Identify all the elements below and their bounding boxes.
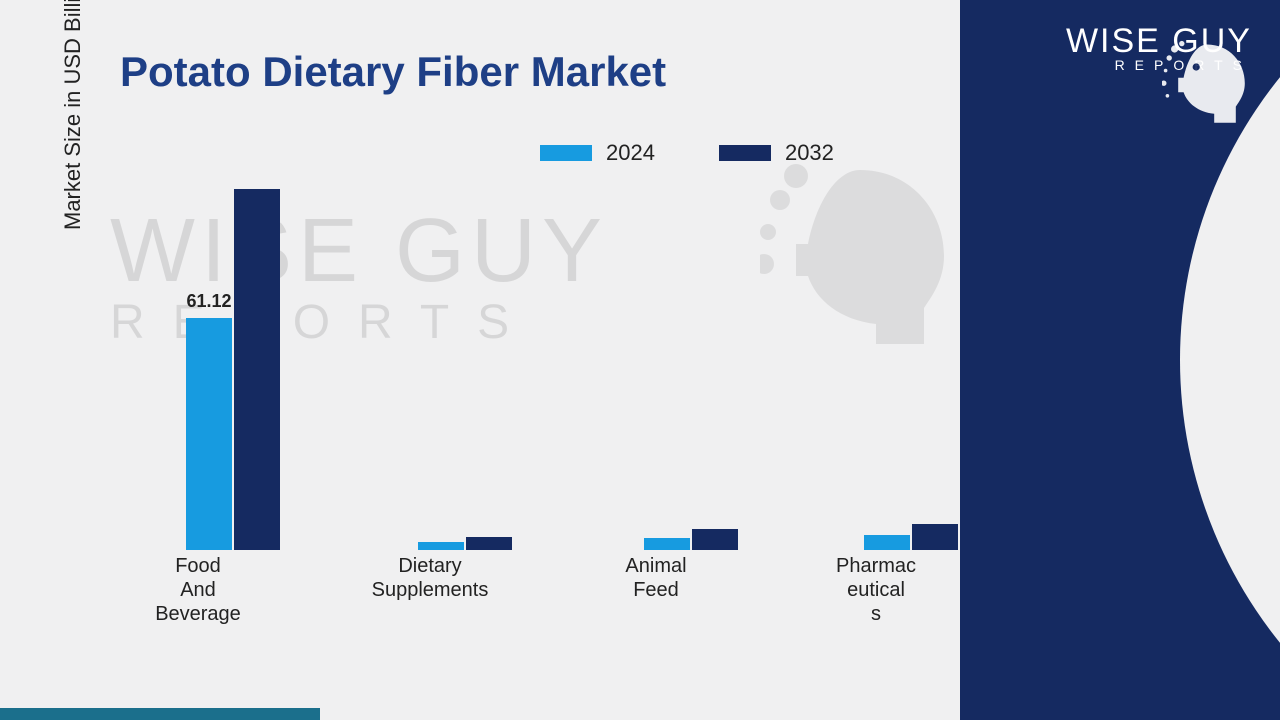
- brand-head-icon: [1162, 40, 1252, 130]
- bar: [644, 538, 690, 550]
- bar: [186, 318, 232, 550]
- bar-value-label: 61.12: [179, 291, 239, 312]
- category-label: DietarySupplements: [340, 554, 520, 602]
- plot-area: 61.12: [124, 170, 1044, 550]
- bar-chart: Market Size in USD Billion 61.12 FoodAnd…: [90, 160, 1050, 630]
- brand-logo: WISE GUY REPORTS: [1066, 22, 1252, 73]
- bar: [418, 542, 464, 550]
- bar: [692, 529, 738, 550]
- legend-swatch-2024: [540, 145, 592, 161]
- bar: [466, 537, 512, 550]
- bar: [912, 524, 958, 550]
- category-label: Pharmaceuticals: [786, 554, 966, 626]
- chart-canvas: Potato Dietary Fiber Market WISE GUY REP…: [0, 0, 1280, 720]
- bar: [234, 189, 280, 550]
- y-axis-label: Market Size in USD Billion: [60, 0, 86, 230]
- accent-bottom-bar: [0, 708, 320, 720]
- category-label: AnimalFeed: [566, 554, 746, 602]
- category-label: FoodAndBeverage: [108, 554, 288, 626]
- chart-title: Potato Dietary Fiber Market: [120, 48, 666, 96]
- legend-swatch-2032: [719, 145, 771, 161]
- bar: [864, 535, 910, 550]
